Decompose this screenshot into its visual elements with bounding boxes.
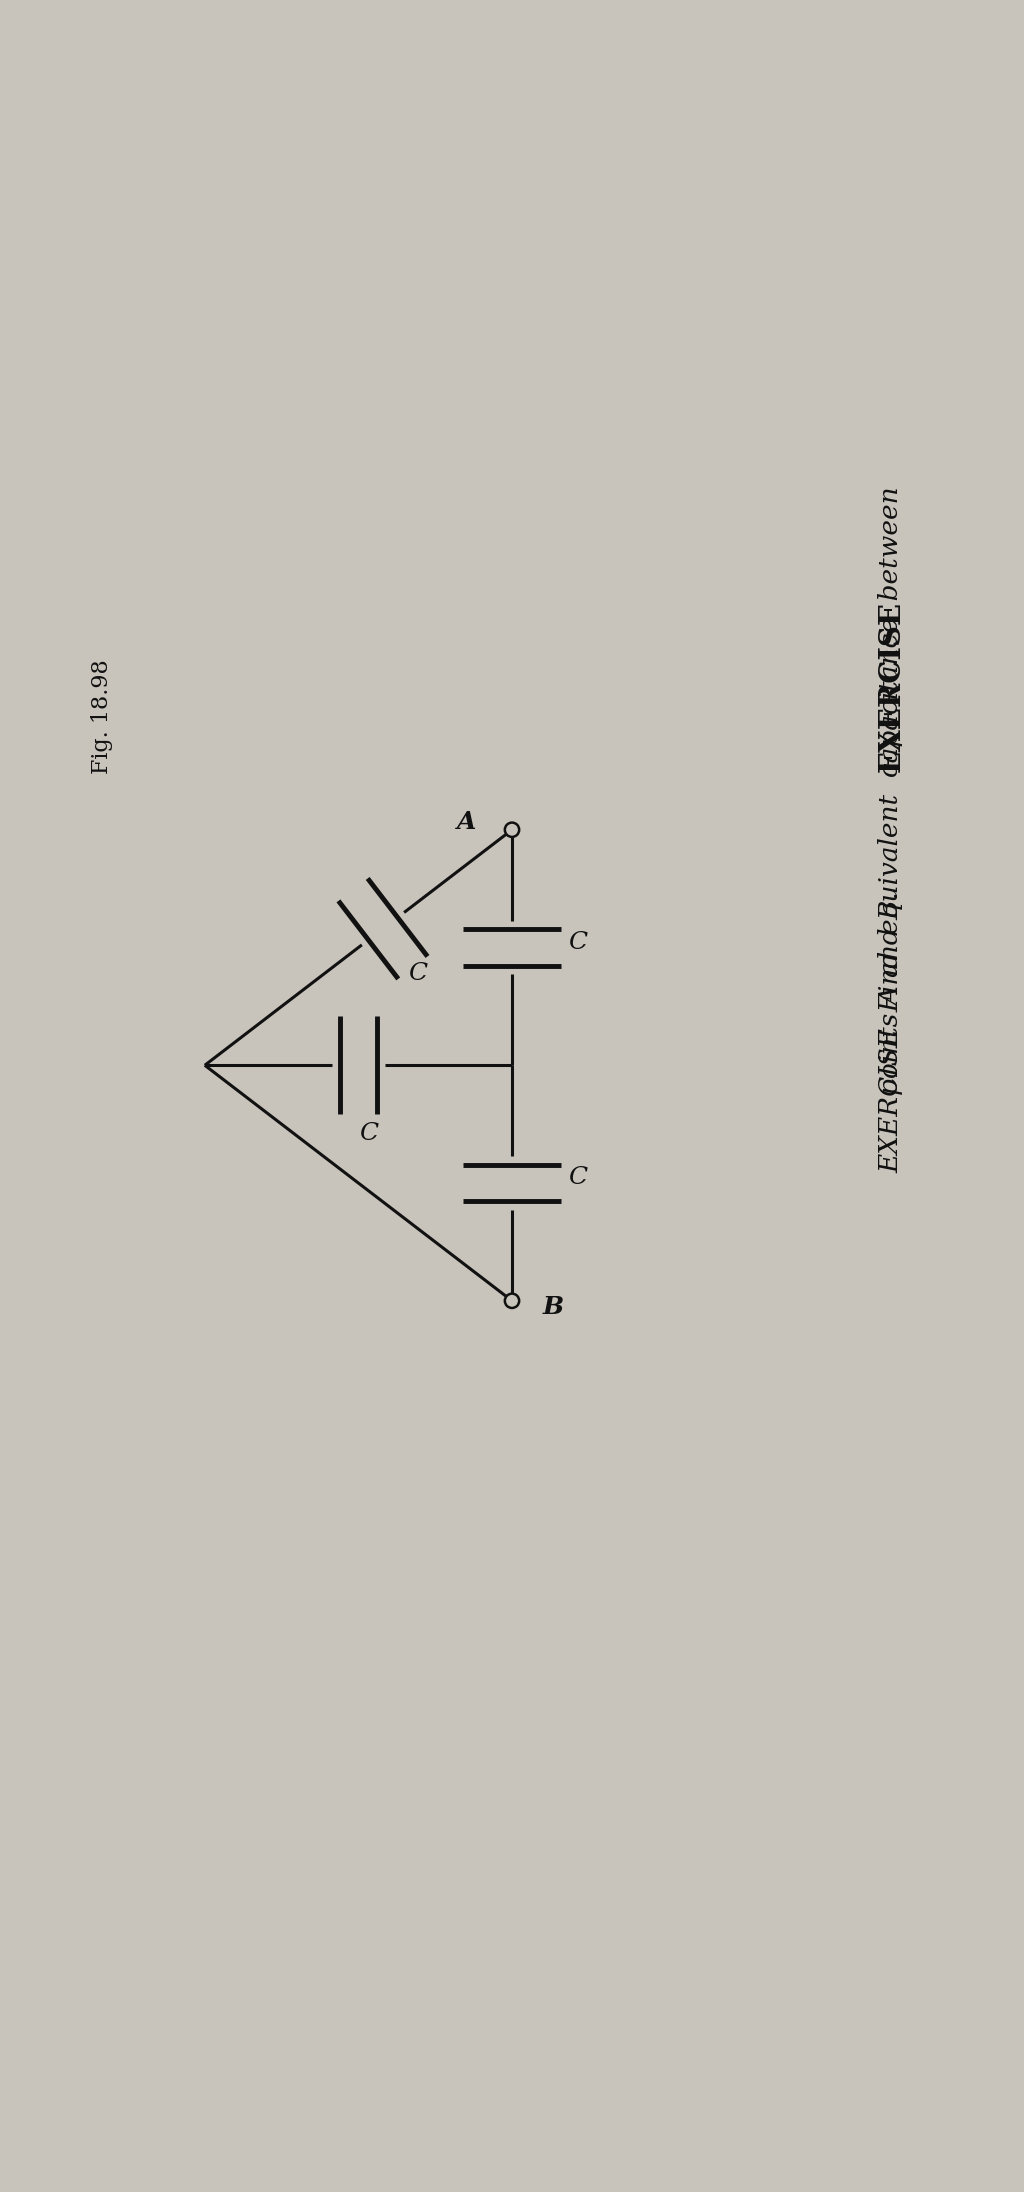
Text: C: C [568, 932, 588, 954]
Text: A: A [457, 809, 476, 833]
Text: EXERCISE: EXERCISE [877, 601, 905, 772]
Text: points A and B.: points A and B. [879, 892, 903, 1096]
Text: C: C [408, 962, 427, 984]
Circle shape [505, 822, 519, 837]
Text: EXERCISE  Find  equivalent  capacitance  between: EXERCISE Find equivalent capacitance bet… [879, 487, 903, 1173]
Text: Fig. 18.98: Fig. 18.98 [91, 660, 114, 774]
Text: C: C [568, 1166, 588, 1190]
Text: B: B [543, 1295, 564, 1320]
Text: C: C [359, 1122, 378, 1144]
Circle shape [505, 1293, 519, 1309]
